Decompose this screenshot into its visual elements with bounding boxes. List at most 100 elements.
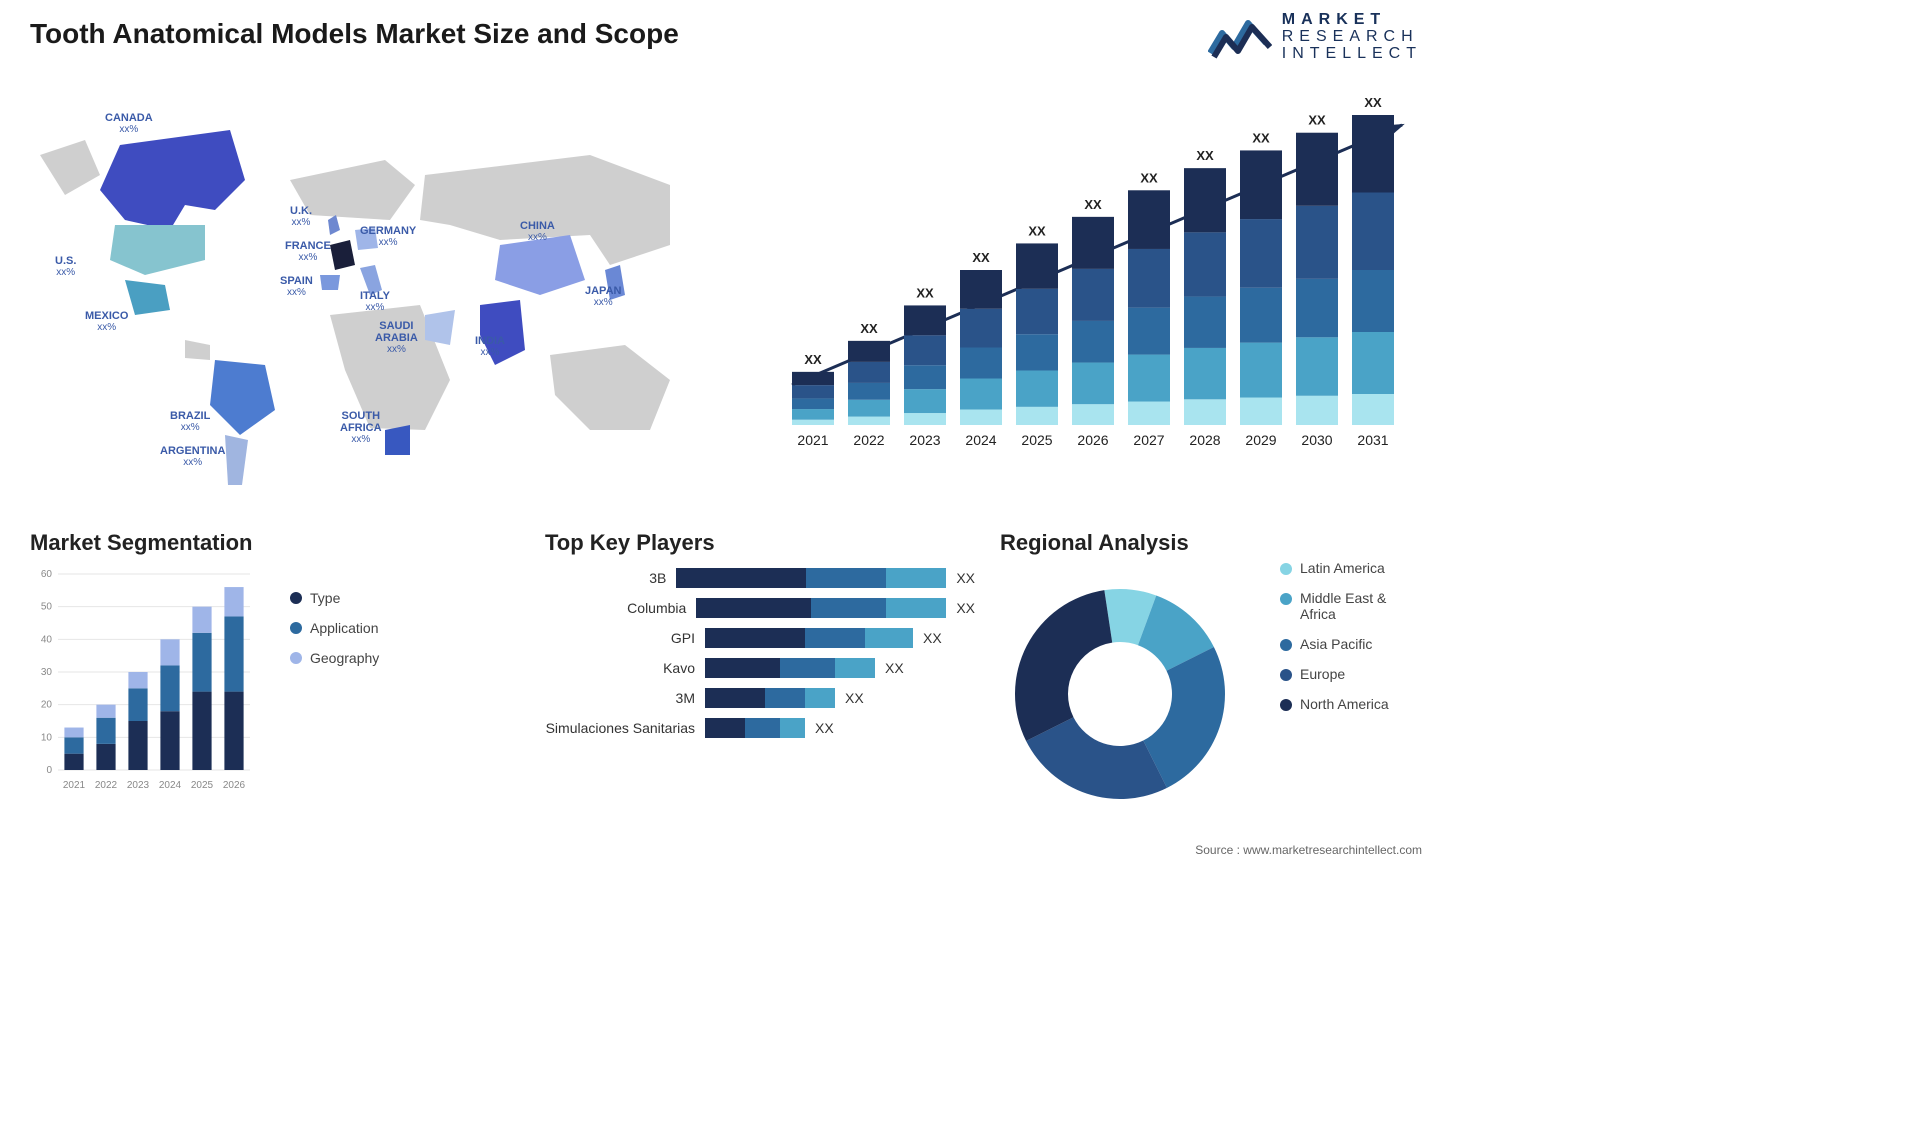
- map-label-italy: ITALYxx%: [360, 290, 390, 313]
- svg-text:2023: 2023: [909, 432, 940, 448]
- page-title: Tooth Anatomical Models Market Size and …: [30, 18, 679, 50]
- svg-text:60: 60: [41, 569, 53, 580]
- regional-legend: Latin America Middle East & Africa Asia Pa…: [1280, 560, 1420, 726]
- player-name: Simulaciones Sanitarias: [545, 720, 705, 736]
- player-value: XX: [956, 570, 975, 586]
- svg-text:30: 30: [41, 667, 53, 678]
- segmentation-legend: Type Application Geography: [290, 590, 379, 680]
- player-value: XX: [923, 630, 942, 646]
- regional-legend-item: Europe: [1280, 666, 1420, 682]
- player-value: XX: [956, 600, 975, 616]
- map-label-us: U.S.xx%: [55, 255, 76, 278]
- logo-text-1: MARKET: [1282, 12, 1422, 29]
- player-name: 3B: [545, 570, 676, 586]
- player-row: Columbia XX: [545, 598, 975, 618]
- player-bar: [705, 658, 875, 678]
- player-row: Kavo XX: [545, 658, 975, 678]
- player-row: Simulaciones Sanitarias XX: [545, 718, 975, 738]
- svg-text:2030: 2030: [1301, 432, 1332, 448]
- svg-text:XX: XX: [1140, 170, 1158, 185]
- svg-text:XX: XX: [1196, 148, 1214, 163]
- svg-text:2022: 2022: [95, 780, 118, 791]
- logo-mark-icon: [1208, 13, 1272, 61]
- world-map: CANADAxx% U.S.xx% MEXICOxx% BRAZILxx% ARGENT…: [30, 90, 720, 490]
- map-label-canada: CANADAxx%: [105, 112, 153, 135]
- svg-text:2024: 2024: [965, 432, 996, 448]
- player-bar: [676, 568, 946, 588]
- player-name: 3M: [545, 690, 705, 706]
- svg-text:2021: 2021: [797, 432, 828, 448]
- map-label-saudiarabia: SAUDIARABIAxx%: [375, 320, 418, 355]
- svg-text:10: 10: [41, 732, 53, 743]
- map-label-mexico: MEXICOxx%: [85, 310, 128, 333]
- players-list: 3BXXColumbiaXXGPIXXKavoXX3MXXSimulacione…: [545, 568, 975, 738]
- svg-text:XX: XX: [1252, 130, 1270, 145]
- svg-text:2029: 2029: [1245, 432, 1276, 448]
- regional-title: Regional Analysis: [1000, 530, 1420, 556]
- svg-text:XX: XX: [1028, 223, 1046, 238]
- player-bar: [705, 718, 805, 738]
- player-value: XX: [845, 690, 864, 706]
- map-label-india: INDIAxx%: [475, 335, 505, 358]
- regional-analysis-block: Regional Analysis Latin America Middle Ea…: [1000, 530, 1420, 814]
- player-row: GPI XX: [545, 628, 975, 648]
- player-bar: [705, 628, 913, 648]
- svg-text:XX: XX: [860, 321, 878, 336]
- map-label-argentina: ARGENTINAxx%: [160, 445, 225, 468]
- logo-text-2: RESEARCH: [1282, 29, 1422, 46]
- player-name: Kavo: [545, 660, 705, 676]
- svg-text:XX: XX: [1308, 113, 1326, 128]
- svg-text:XX: XX: [972, 250, 990, 265]
- player-row: 3M XX: [545, 688, 975, 708]
- svg-text:2028: 2028: [1189, 432, 1220, 448]
- map-label-spain: SPAINxx%: [280, 275, 313, 298]
- svg-text:XX: XX: [804, 352, 822, 367]
- svg-text:2021: 2021: [63, 780, 86, 791]
- svg-text:2026: 2026: [223, 780, 246, 791]
- svg-text:2024: 2024: [159, 780, 182, 791]
- growth-bar-chart: XX 2021 XX 2022 XX 2023 XX 2024 XX 2025 XX 2026 XX 20…: [782, 95, 1422, 465]
- map-label-china: CHINAxx%: [520, 220, 555, 243]
- brand-logo: MARKET RESEARCH INTELLECT: [1208, 12, 1422, 62]
- player-bar: [705, 688, 835, 708]
- segmentation-title: Market Segmentation: [30, 530, 450, 556]
- svg-text:2023: 2023: [127, 780, 150, 791]
- map-label-uk: U.K.xx%: [290, 205, 312, 228]
- svg-text:XX: XX: [1364, 95, 1382, 110]
- svg-text:2025: 2025: [191, 780, 214, 791]
- map-label-germany: GERMANYxx%: [360, 225, 416, 248]
- map-label-brazil: BRAZILxx%: [170, 410, 210, 433]
- player-name: GPI: [545, 630, 705, 646]
- regional-legend-item: North America: [1280, 696, 1420, 712]
- segmentation-legend-item: Type: [290, 590, 379, 606]
- svg-text:50: 50: [41, 602, 53, 613]
- svg-text:2026: 2026: [1077, 432, 1108, 448]
- svg-text:2025: 2025: [1021, 432, 1052, 448]
- player-value: XX: [815, 720, 834, 736]
- map-label-france: FRANCExx%: [285, 240, 331, 263]
- svg-text:20: 20: [41, 700, 53, 711]
- regional-legend-item: Middle East & Africa: [1280, 590, 1420, 622]
- segmentation-legend-item: Geography: [290, 650, 379, 666]
- svg-text:0: 0: [46, 765, 52, 776]
- market-segmentation-block: Market Segmentation 0 10 20 30 40 50 60 2021 202…: [30, 530, 450, 819]
- logo-text-3: INTELLECT: [1282, 46, 1422, 63]
- svg-text:2022: 2022: [853, 432, 884, 448]
- source-attribution: Source : www.marketresearchintellect.com: [1195, 843, 1422, 857]
- player-row: 3B XX: [545, 568, 975, 588]
- map-label-japan: JAPANxx%: [585, 285, 621, 308]
- top-players-block: Top Key Players 3B XX Columbia XX GPI XX Kavo X…: [545, 530, 975, 738]
- svg-text:XX: XX: [1084, 197, 1102, 212]
- player-name: Columbia: [545, 600, 696, 616]
- map-label-southafrica: SOUTHAFRICAxx%: [340, 410, 382, 445]
- svg-text:2031: 2031: [1357, 432, 1388, 448]
- player-value: XX: [885, 660, 904, 676]
- regional-legend-item: Asia Pacific: [1280, 636, 1420, 652]
- svg-text:XX: XX: [916, 285, 934, 300]
- segmentation-legend-item: Application: [290, 620, 379, 636]
- regional-legend-item: Latin America: [1280, 560, 1420, 576]
- svg-text:40: 40: [41, 634, 53, 645]
- players-title: Top Key Players: [545, 530, 975, 556]
- player-bar: [696, 598, 946, 618]
- svg-text:2027: 2027: [1133, 432, 1164, 448]
